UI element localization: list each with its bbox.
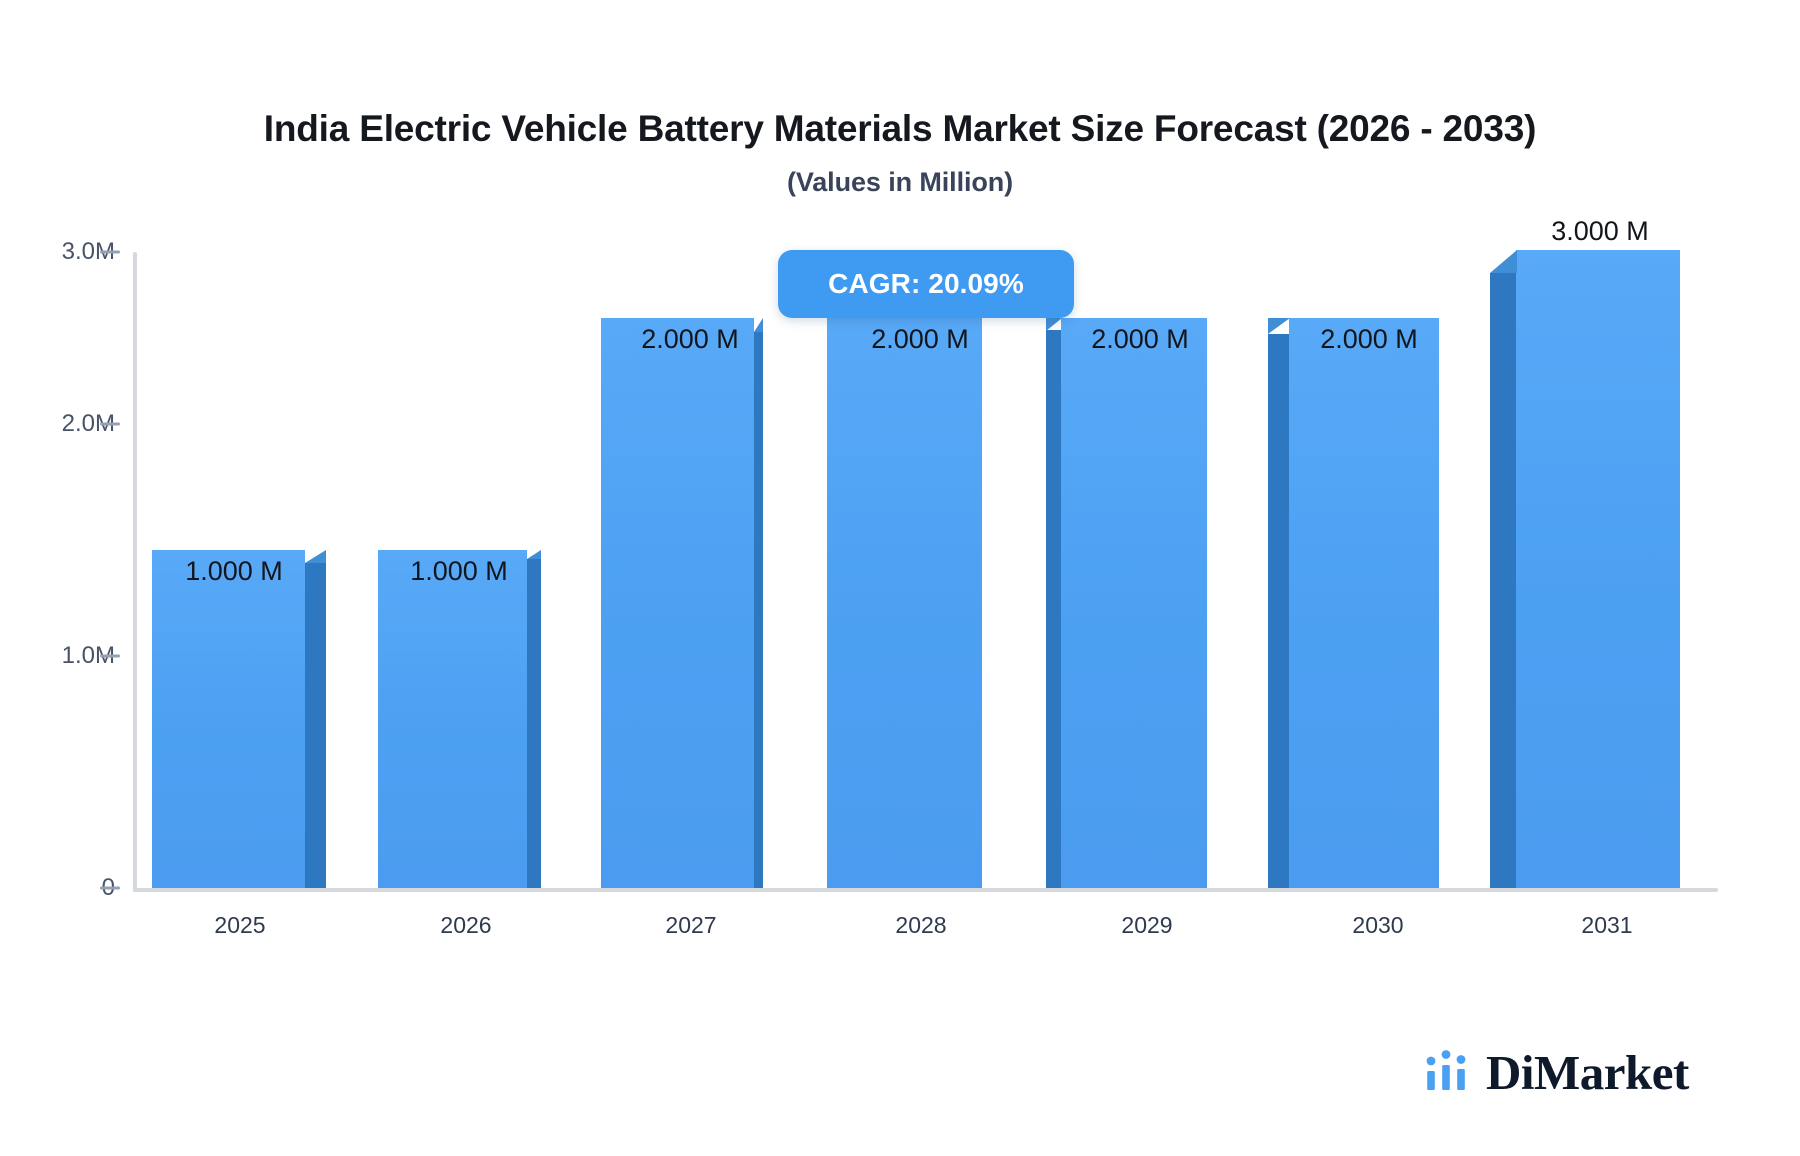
x-tick-label-2025: 2025 — [214, 912, 266, 938]
bar-2028[interactable] — [827, 250, 1027, 888]
page-title: India Electric Vehicle Battery Materials… — [263, 108, 1537, 149]
bar-label-2030: 2.000 M — [1320, 324, 1418, 354]
bar-face-2026 — [378, 550, 527, 888]
y-tick-mark-0 — [100, 886, 120, 890]
bar-label-2026: 1.000 M — [410, 556, 508, 586]
bar-side-2029 — [1046, 330, 1062, 888]
bar-2026[interactable] — [378, 250, 568, 888]
bar-face-2025 — [152, 550, 305, 888]
brand-logo: DiMarket — [1424, 1046, 1689, 1098]
bar-chart-icon — [1426, 1050, 1466, 1090]
y-tick-mark-3 — [100, 250, 120, 254]
bar-side-2025 — [304, 563, 326, 888]
bar-2025[interactable] — [152, 250, 342, 888]
bar-side-2026 — [526, 559, 541, 888]
bar-label-2027: 2.000 M — [641, 324, 739, 354]
bar-label-2031: 3.000 M — [1551, 216, 1649, 246]
x-tick-label-2030: 2030 — [1352, 912, 1404, 938]
bar-label-2029: 2.000 M — [1091, 324, 1189, 354]
x-tick-label-2027: 2027 — [665, 912, 717, 938]
bar-top-2025 — [305, 550, 326, 563]
x-tick-label-2026: 2026 — [440, 912, 492, 938]
x-tick-label-2029: 2029 — [1121, 912, 1173, 938]
bar-top-2027 — [754, 318, 763, 332]
cagr-badge-label: CAGR: 20.09% — [828, 268, 1024, 299]
bar-face-2029 — [1061, 318, 1207, 888]
bar-label-2028: 2.000 M — [871, 324, 969, 354]
bar-2027[interactable] — [601, 250, 801, 888]
cagr-badge: CAGR: 20.09% — [778, 250, 1074, 318]
bar-side-2031 — [1490, 273, 1517, 888]
y-axis-line — [133, 252, 137, 892]
bar-side-2027 — [753, 332, 763, 888]
bar-2031[interactable] — [1490, 250, 1700, 888]
brand-name: DiMarket — [1486, 1044, 1689, 1100]
bar-side-2030 — [1268, 334, 1290, 888]
y-tick-mark-1 — [100, 654, 120, 658]
bar-2029[interactable] — [1046, 250, 1246, 888]
bar-top-2026 — [527, 550, 541, 559]
y-tick-mark-2 — [100, 422, 120, 426]
bar-face-2030 — [1289, 318, 1439, 888]
bar-top-2031 — [1490, 250, 1517, 273]
bar-label-2025: 1.000 M — [185, 556, 283, 586]
bar-top-2030 — [1268, 318, 1290, 334]
x-axis-line — [133, 888, 1718, 892]
bar-face-2028 — [827, 318, 982, 888]
x-tick-label-2031: 2031 — [1581, 912, 1633, 938]
x-tick-label-2028: 2028 — [895, 912, 947, 938]
bar-2030[interactable] — [1268, 250, 1468, 888]
bar-face-2027 — [601, 318, 754, 888]
bar-face-2031 — [1516, 250, 1680, 888]
chart-subtitle: (Values in Million) — [786, 167, 1014, 197]
